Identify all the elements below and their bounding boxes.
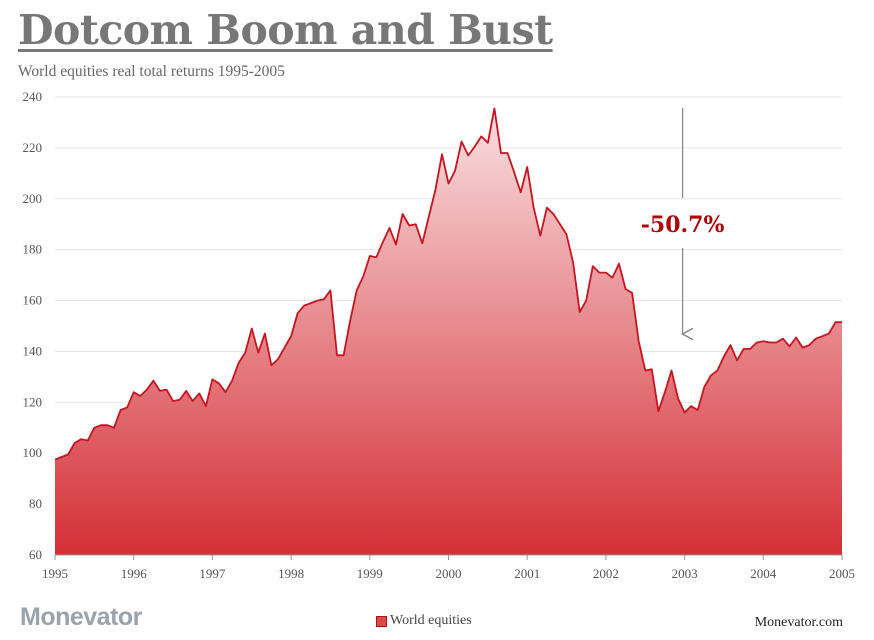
x-tick-label: 1996 <box>121 566 148 581</box>
y-tick-label: 140 <box>23 343 43 358</box>
legend-swatch <box>376 615 387 627</box>
annotation-label: -50.7% <box>641 212 725 238</box>
chart-subtitle: World equities real total returns 1995-2… <box>18 63 285 80</box>
x-tick-label: 1997 <box>199 566 226 581</box>
annotation-drawdown: -50.7% <box>641 108 725 334</box>
x-tick-label: 2002 <box>593 566 619 581</box>
y-tick-label: 160 <box>23 293 43 308</box>
chart-title: Dotcom Boom and Bust <box>18 6 553 54</box>
y-tick-label: 240 <box>23 89 43 104</box>
y-tick-label: 120 <box>23 394 43 409</box>
y-tick-label: 60 <box>29 547 42 562</box>
y-tick-label: 200 <box>23 191 43 206</box>
legend-label: World equities <box>390 613 472 628</box>
x-tick-label: 1995 <box>42 566 68 581</box>
x-tick-label: 2003 <box>672 566 698 581</box>
x-tick-label: 1999 <box>357 566 383 581</box>
legend[interactable]: World equities <box>376 613 472 629</box>
x-tick-label: 2004 <box>750 566 777 581</box>
x-tick-label: 2001 <box>514 566 540 581</box>
y-tick-label: 80 <box>29 496 42 511</box>
brand-logo: Monevator <box>20 603 142 631</box>
y-tick-label: 220 <box>23 140 43 155</box>
y-tick-label: 100 <box>23 445 43 460</box>
series-world-equities <box>54 107 842 556</box>
site-url[interactable]: Monevator.com <box>754 615 843 630</box>
x-tick-label: 1998 <box>278 566 304 581</box>
series-area <box>55 108 842 556</box>
y-tick-label: 180 <box>23 242 43 257</box>
axes: 60 80 100 120 140 160 180 200 220 240 1995 1996 1997… <box>23 89 856 581</box>
x-tick-label: 2000 <box>436 566 462 581</box>
series-line <box>54 107 842 461</box>
x-tick-label: 2005 <box>829 566 855 581</box>
